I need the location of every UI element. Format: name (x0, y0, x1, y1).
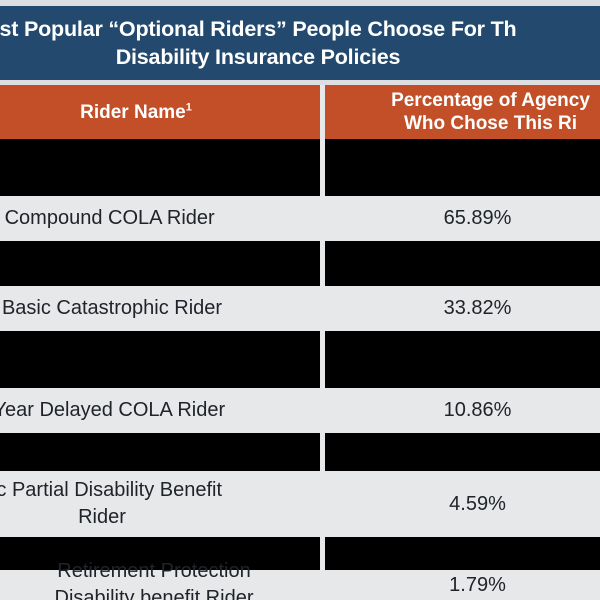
title-line-2: Disability Insurance Policies (115, 45, 401, 69)
cell-rider-name: sic Partial Disability Benefit Rider (0, 471, 320, 537)
cell-rider-name: -Year Delayed COLA Rider (0, 388, 320, 433)
table-row (0, 139, 600, 196)
rider-name-value: % Compound COLA Rider (0, 207, 215, 229)
obscured-cell-percentage (325, 433, 600, 471)
title-line-1: st Popular “Optional Riders” People Choo… (0, 17, 517, 41)
rider-name-value: Retirement Protection Disability benefit… (54, 560, 254, 600)
table-body: % Compound COLA Rider 65.89% Basic Catas… (0, 139, 600, 600)
percentage-header-line-1: Percentage of Agency (391, 90, 590, 111)
rider-name-value: sic Partial Disability Benefit Rider (0, 479, 223, 528)
page-title: st Popular “Optional Riders” People Choo… (0, 15, 517, 71)
cell-rider-name: Basic Catastrophic Rider (0, 286, 320, 331)
table-row[interactable]: sic Partial Disability Benefit Rider 4.5… (0, 471, 600, 537)
table-title-banner: st Popular “Optional Riders” People Choo… (0, 6, 600, 80)
column-divider (320, 570, 325, 600)
percentage-value: 33.82% (443, 297, 512, 319)
cell-percentage: 4.59% (325, 471, 600, 537)
table-row (0, 537, 600, 570)
cell-percentage: 10.86% (325, 388, 600, 433)
table-row[interactable]: -Year Delayed COLA Rider 10.86% (0, 388, 600, 433)
title-gap-divider (0, 80, 600, 85)
table-header-row: Rider Name1 Percentage of Agency Who Cho… (0, 85, 600, 139)
column-divider (320, 388, 325, 433)
rider-name-text: Rider Name (80, 101, 186, 123)
percentage-value: 65.89% (443, 207, 512, 229)
cell-rider-name: Retirement Protection Disability benefit… (0, 560, 320, 600)
obscured-cell-percentage (325, 139, 600, 196)
percentage-value: 10.86% (443, 399, 512, 421)
column-header-rider-name[interactable]: Rider Name1 (0, 85, 320, 139)
obscured-cell-rider (0, 139, 320, 196)
column-divider (320, 286, 325, 331)
obscured-cell-percentage (325, 331, 600, 388)
obscured-cell-rider (0, 331, 320, 388)
percentage-header-line-2: Who Chose This Ri (403, 113, 578, 134)
table-row (0, 241, 600, 286)
rider-name-value: -Year Delayed COLA Rider (0, 399, 226, 421)
obscured-cell-percentage (325, 241, 600, 286)
table-row (0, 433, 600, 471)
column-divider (320, 196, 325, 241)
column-header-percentage[interactable]: Percentage of Agency Who Chose This Ri (325, 85, 600, 139)
cell-percentage: 65.89% (325, 196, 600, 241)
rider-name-footnote-marker: 1 (185, 101, 192, 114)
obscured-cell-percentage (325, 537, 600, 570)
table-row (0, 331, 600, 388)
obscured-cell-rider (0, 241, 320, 286)
table-row[interactable]: Basic Catastrophic Rider 33.82% (0, 286, 600, 331)
column-header-percentage-label: Percentage of Agency Who Chose This Ri (391, 89, 590, 135)
table-row[interactable]: % Compound COLA Rider 65.89% (0, 196, 600, 241)
obscured-cell-rider (0, 537, 320, 570)
cell-percentage: 1.79% (325, 570, 600, 600)
top-border-strip (0, 0, 600, 6)
percentage-value: 1.79% (449, 573, 506, 596)
cell-rider-name: % Compound COLA Rider (0, 196, 320, 241)
column-header-rider-name-label: Rider Name1 (80, 101, 192, 124)
obscured-cell-rider (0, 433, 320, 471)
cell-percentage: 33.82% (325, 286, 600, 331)
percentage-value: 4.59% (449, 492, 506, 515)
table-row[interactable]: Retirement Protection Disability benefit… (0, 560, 600, 600)
rider-name-value: Basic Catastrophic Rider (1, 297, 223, 319)
column-divider (320, 471, 325, 537)
